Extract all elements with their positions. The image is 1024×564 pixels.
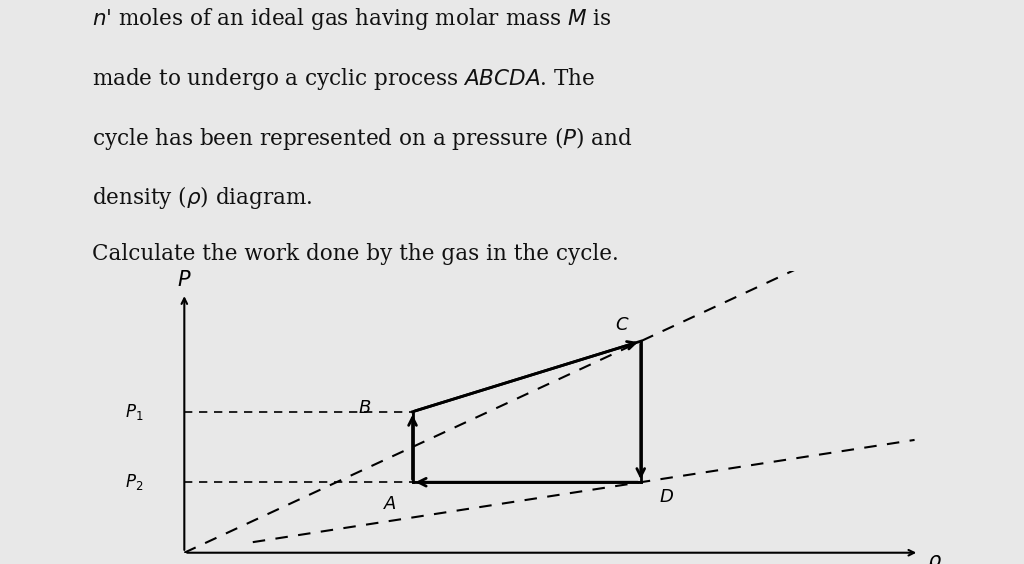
Text: $P_2$: $P_2$: [125, 472, 143, 492]
Text: $P$: $P$: [177, 271, 191, 290]
Text: $B$: $B$: [358, 399, 372, 417]
Text: $\rho$: $\rho$: [927, 553, 942, 564]
Text: $\it{n}$' moles of an ideal gas having molar mass $\it{M}$ is: $\it{n}$' moles of an ideal gas having m…: [92, 7, 611, 33]
Text: Calculate the work done by the gas in the cycle.: Calculate the work done by the gas in th…: [92, 243, 618, 265]
Text: $C$: $C$: [614, 316, 630, 334]
Text: made to undergo a cyclic process $\it{ABCDA}$. The: made to undergo a cyclic process $\it{AB…: [92, 66, 596, 92]
Text: $D$: $D$: [659, 487, 674, 505]
Text: cycle has been represented on a pressure ($\it{P}$) and: cycle has been represented on a pressure…: [92, 125, 633, 152]
Text: density ($\rho$) diagram.: density ($\rho$) diagram.: [92, 184, 312, 211]
Text: $P_1$: $P_1$: [125, 402, 143, 422]
Text: $A$: $A$: [383, 495, 396, 513]
